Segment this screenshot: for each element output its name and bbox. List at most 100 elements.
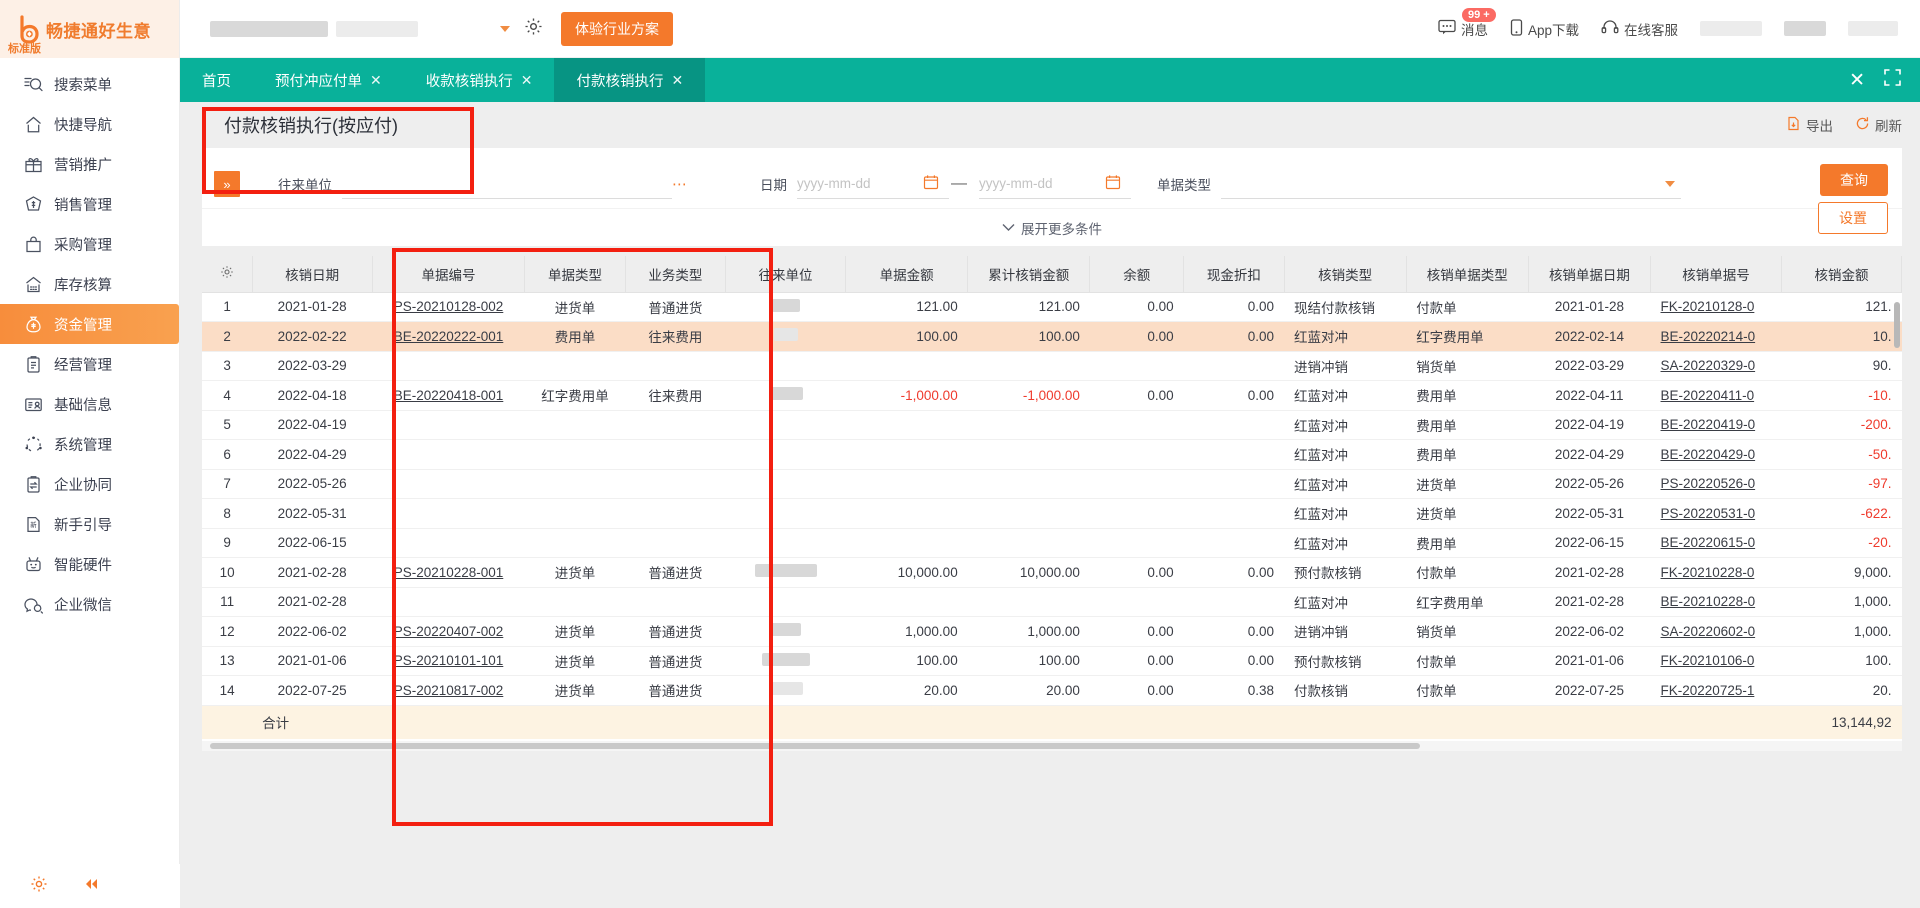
sidebar-item-4[interactable]: 采购管理	[0, 224, 179, 264]
write-off-doc-no-cell[interactable]: BE-20220214-0	[1650, 321, 1782, 352]
table-row[interactable]: 13 2021-01-06 PS-20210101-101 进货单 普通进货 100.00…	[202, 646, 1902, 676]
topbar-item-app-download[interactable]: App下载	[1510, 18, 1579, 39]
table-row[interactable]: 12 2022-06-02 PS-20220407-002 进货单 普通进货 1,000.…	[202, 616, 1902, 647]
table-col-13[interactable]: 核销单据号	[1650, 256, 1782, 293]
refresh-button[interactable]: 刷新	[1855, 115, 1902, 135]
table-col-0[interactable]	[202, 256, 253, 293]
sidebar-item-5[interactable]: 库存核算	[0, 264, 179, 304]
table-row[interactable]: 9 2022-06-15 红蓝对冲 费用单 2022-06-15 BE-20220615-…	[202, 528, 1902, 558]
query-button[interactable]: 查询	[1820, 164, 1888, 196]
table-col-9[interactable]: 现金折扣	[1183, 256, 1285, 293]
doc-number-cell[interactable]: PS-20220407-002	[372, 616, 525, 647]
write-off-doc-no-cell[interactable]: BE-20220615-0	[1650, 528, 1782, 558]
setting-button[interactable]: 设置	[1818, 202, 1888, 234]
date-from-input[interactable]	[797, 169, 949, 199]
write-off-doc-no-cell[interactable]: SA-20220329-0	[1650, 351, 1782, 381]
table-col-7[interactable]: 累计核销金额	[967, 256, 1091, 293]
doc-number-cell[interactable]	[372, 587, 525, 617]
table-row[interactable]: 3 2022-03-29 进销冲销 销货单 2022-03-29 SA-20220329-…	[202, 351, 1902, 381]
write-off-doc-no-cell[interactable]: BE-20220419-0	[1650, 410, 1782, 440]
table-col-12[interactable]: 核销单据日期	[1528, 256, 1652, 293]
write-off-doc-no-link[interactable]: BE-20220615-0	[1660, 535, 1756, 551]
ellipsis-icon[interactable]: ⋯	[672, 176, 688, 193]
close-icon[interactable]: ✕	[520, 71, 533, 88]
doc-number-cell[interactable]: BE-20220222-001	[372, 321, 525, 352]
write-off-doc-no-cell[interactable]: BE-20220411-0	[1650, 380, 1782, 411]
doctype-select[interactable]	[1221, 169, 1681, 199]
chevron-down-icon[interactable]	[500, 25, 510, 32]
table-row[interactable]: 14 2022-07-25 PS-20210817-002 进货单 普通进货 20.00 2…	[202, 675, 1902, 706]
table-col-5[interactable]: 往来单位	[725, 256, 847, 293]
tab-3[interactable]: 付款核销执行 ✕	[554, 58, 706, 102]
doc-number-link[interactable]: PS-20210128-002	[393, 299, 504, 315]
experience-industry-plan-button[interactable]: 体验行业方案	[561, 11, 673, 46]
collapse-icon[interactable]	[82, 876, 102, 897]
sidebar-item-12[interactable]: 智能硬件	[0, 544, 179, 584]
sidebar-item-0[interactable]: 搜索菜单	[0, 64, 179, 104]
doc-number-link[interactable]: BE-20220222-001	[393, 328, 504, 344]
tab-2[interactable]: 收款核销执行 ✕	[404, 58, 555, 102]
tab-1[interactable]: 预付冲应付单 ✕	[253, 58, 404, 102]
table-row[interactable]: 8 2022-05-31 红蓝对冲 进货单 2022-05-31 PS-20220531-…	[202, 498, 1902, 529]
doc-number-cell[interactable]	[372, 410, 525, 440]
doc-number-cell[interactable]: BE-20220418-001	[372, 380, 525, 411]
close-icon[interactable]: ✕	[370, 71, 382, 88]
write-off-doc-no-cell[interactable]: BE-20220429-0	[1650, 439, 1782, 470]
table-col-3[interactable]: 单据类型	[524, 256, 626, 293]
expand-more-conditions-button[interactable]: 展开更多条件	[202, 208, 1902, 246]
write-off-doc-no-cell[interactable]: PS-20220531-0	[1650, 498, 1782, 529]
sidebar-item-13[interactable]: 企业微信	[0, 584, 179, 624]
sidebar-item-11[interactable]: 新 新手引导	[0, 504, 179, 544]
doc-number-cell[interactable]	[372, 528, 525, 558]
table-row[interactable]: 7 2022-05-26 红蓝对冲 进货单 2022-05-26 PS-20220526-…	[202, 469, 1902, 499]
sidebar-item-3[interactable]: 销售管理	[0, 184, 179, 224]
table-row[interactable]: 4 2022-04-18 BE-20220418-001 红字费用单 往来费用 -1,00…	[202, 380, 1902, 411]
table-col-11[interactable]: 核销单据类型	[1406, 256, 1529, 293]
doc-number-link[interactable]: PS-20220407-002	[393, 623, 504, 639]
topbar-item-message[interactable]: 消息 99 +	[1438, 7, 1496, 39]
write-off-doc-no-cell[interactable]: SA-20220602-0	[1650, 616, 1782, 647]
export-button[interactable]: 导出	[1786, 115, 1833, 135]
table-col-10[interactable]: 核销类型	[1284, 256, 1407, 293]
fullscreen-icon[interactable]	[1883, 68, 1902, 93]
org-selector[interactable]	[210, 20, 510, 37]
write-off-doc-no-link[interactable]: BE-20220214-0	[1660, 328, 1756, 344]
table-row[interactable]: 5 2022-04-19 红蓝对冲 费用单 2022-04-19 BE-20220419-…	[202, 410, 1902, 440]
doc-number-link[interactable]: PS-20210101-101	[393, 653, 504, 669]
doc-number-link[interactable]: PS-20210228-001	[393, 564, 504, 580]
write-off-doc-no-link[interactable]: BE-20210228-0	[1660, 594, 1756, 610]
tab-0[interactable]: 首页	[180, 58, 253, 102]
table-row[interactable]: 10 2021-02-28 PS-20210228-001 进货单 普通进货 10,000…	[202, 557, 1902, 588]
close-icon[interactable]: ✕	[1849, 69, 1865, 91]
write-off-doc-no-cell[interactable]: FK-20220725-1	[1650, 675, 1782, 706]
doc-number-cell[interactable]: PS-20210817-002	[372, 675, 525, 706]
double-chevron-right-icon[interactable]: »	[214, 171, 240, 197]
gear-icon[interactable]	[220, 266, 234, 282]
write-off-doc-no-link[interactable]: FK-20210106-0	[1660, 653, 1755, 669]
write-off-doc-no-link[interactable]: PS-20220526-0	[1660, 476, 1756, 492]
write-off-doc-no-cell[interactable]: FK-20210228-0	[1650, 557, 1782, 588]
table-col-14[interactable]: 核销金额	[1781, 256, 1903, 293]
table-row[interactable]: 2 2022-02-22 BE-20220222-001 费用单 往来费用 100.00 1…	[202, 321, 1902, 352]
sidebar-item-7[interactable]: 经营管理	[0, 344, 179, 384]
write-off-doc-no-link[interactable]: SA-20220329-0	[1660, 358, 1756, 374]
gear-icon[interactable]	[30, 875, 48, 898]
doc-number-link[interactable]: BE-20220418-001	[393, 387, 504, 403]
sidebar-item-1[interactable]: 快捷导航	[0, 104, 179, 144]
calendar-icon[interactable]	[1105, 174, 1121, 195]
doc-number-cell[interactable]: PS-20210228-001	[372, 557, 525, 588]
scrollbar-thumb[interactable]	[210, 743, 1420, 749]
doc-number-cell[interactable]	[372, 469, 525, 499]
write-off-doc-no-link[interactable]: BE-20220411-0	[1660, 387, 1755, 403]
sidebar-item-6[interactable]: 资金管理	[0, 304, 179, 344]
sidebar-item-10[interactable]: 企业协同	[0, 464, 179, 504]
chevron-down-icon[interactable]	[1665, 181, 1675, 187]
write-off-doc-no-cell[interactable]: FK-20210106-0	[1650, 646, 1782, 676]
write-off-doc-no-cell[interactable]: PS-20220526-0	[1650, 469, 1782, 499]
doc-number-cell[interactable]	[372, 498, 525, 529]
table-row[interactable]: 1 2021-01-28 PS-20210128-002 进货单 普通进货 121.00 1…	[202, 292, 1902, 322]
write-off-doc-no-cell[interactable]: BE-20210228-0	[1650, 587, 1782, 617]
write-off-doc-no-link[interactable]: FK-20210128-0	[1660, 299, 1755, 315]
gear-icon[interactable]	[524, 17, 543, 41]
date-to-input[interactable]	[979, 169, 1131, 199]
